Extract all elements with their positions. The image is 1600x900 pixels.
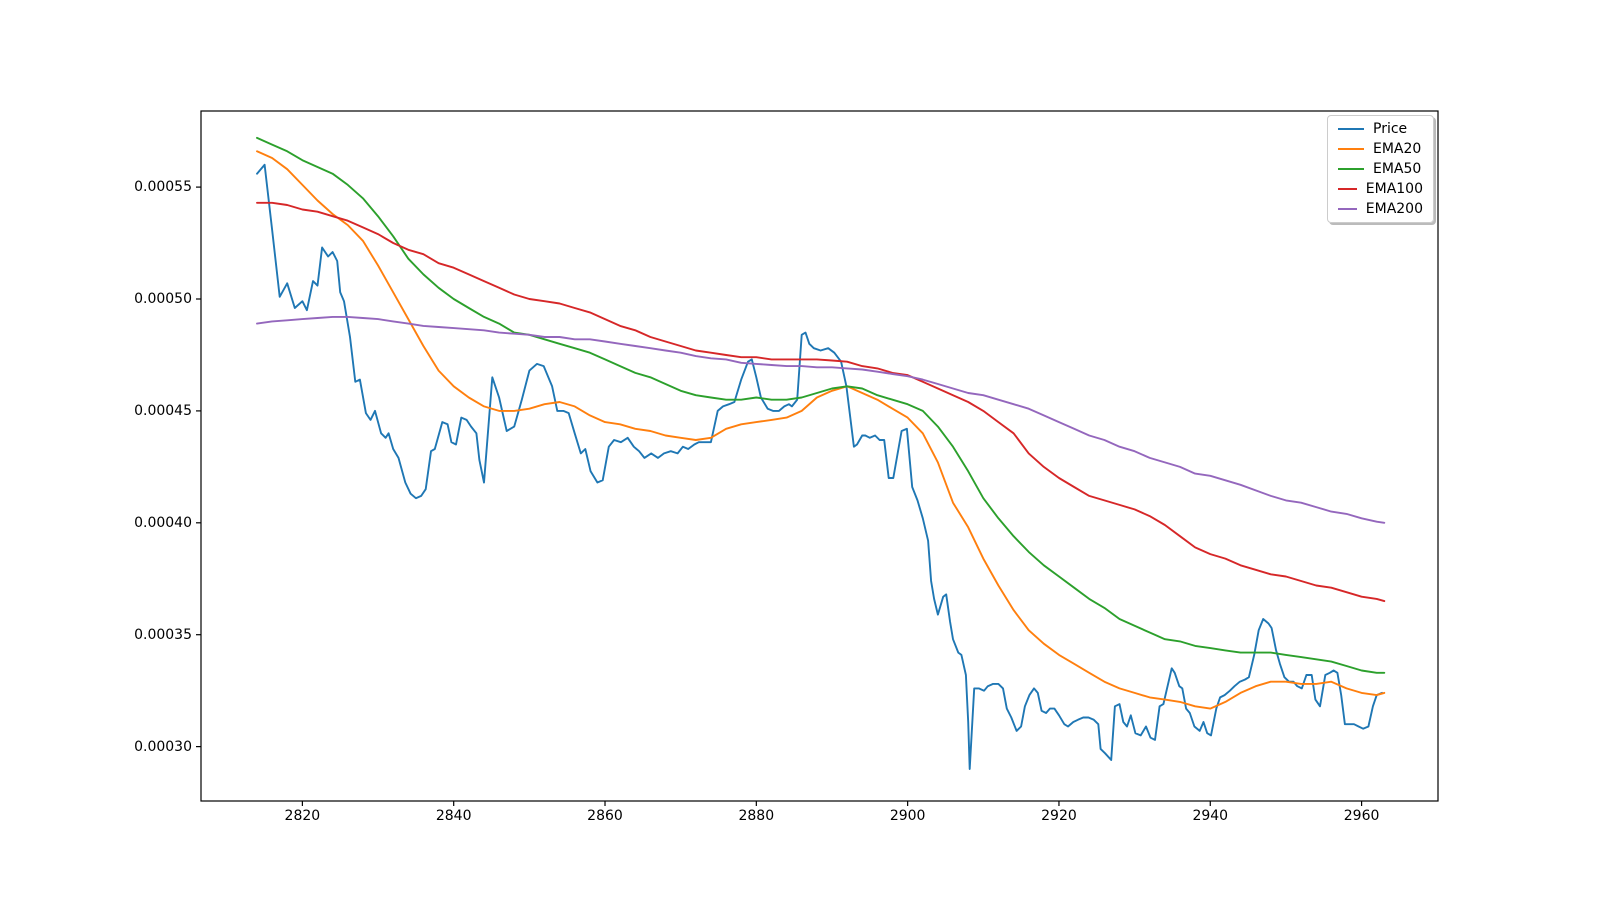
x-tick-label: 2880 [738, 808, 775, 824]
legend-label-ema100: EMA100 [1365, 181, 1423, 197]
series-line-ema100 [256, 201, 1386, 603]
legend-item-ema200: EMA200 [1338, 199, 1423, 219]
legend-item-ema50: EMA50 [1338, 159, 1423, 179]
legend-label-ema200: EMA200 [1365, 201, 1423, 217]
series-line-price [256, 163, 1383, 770]
x-tick-label: 2900 [889, 808, 926, 824]
legend: Price EMA20 EMA50 EMA100 EMA200 [1327, 115, 1434, 223]
series-line-ema20 [256, 150, 1386, 710]
legend-label-ema20: EMA20 [1373, 141, 1422, 157]
y-tick-label: 0.00055 [134, 179, 192, 196]
legend-item-ema20: EMA20 [1338, 139, 1423, 159]
x-tick-label: 2840 [435, 808, 472, 824]
series-line-ema200 [256, 315, 1386, 524]
ema20-line-swatch-icon [1338, 148, 1364, 150]
ema50-line-swatch-icon [1338, 168, 1364, 170]
x-tick-label: 2920 [1041, 808, 1077, 824]
x-tick-label: 2940 [1192, 808, 1229, 824]
legend-item-ema100: EMA100 [1338, 179, 1423, 199]
legend-label-ema50: EMA50 [1373, 161, 1422, 177]
legend-label-price: Price [1373, 121, 1408, 137]
plot-frame [200, 110, 1439, 802]
y-tick-label: 0.00040 [134, 514, 192, 531]
y-tick-label: 0.00050 [134, 290, 192, 307]
x-tick-label: 2820 [284, 808, 321, 824]
legend-item-price: Price [1338, 119, 1423, 139]
ema200-line-swatch-icon [1338, 208, 1357, 210]
y-tick-label: 0.00045 [134, 402, 192, 419]
y-tick-label: 0.00035 [134, 626, 192, 643]
x-tick-label: 2860 [587, 808, 623, 824]
price-line-swatch-icon [1338, 128, 1364, 130]
y-tick-label: 0.00030 [134, 738, 192, 755]
series-line-ema50 [256, 136, 1386, 674]
ema100-line-swatch-icon [1338, 188, 1357, 190]
x-tick-label: 2960 [1343, 808, 1380, 824]
